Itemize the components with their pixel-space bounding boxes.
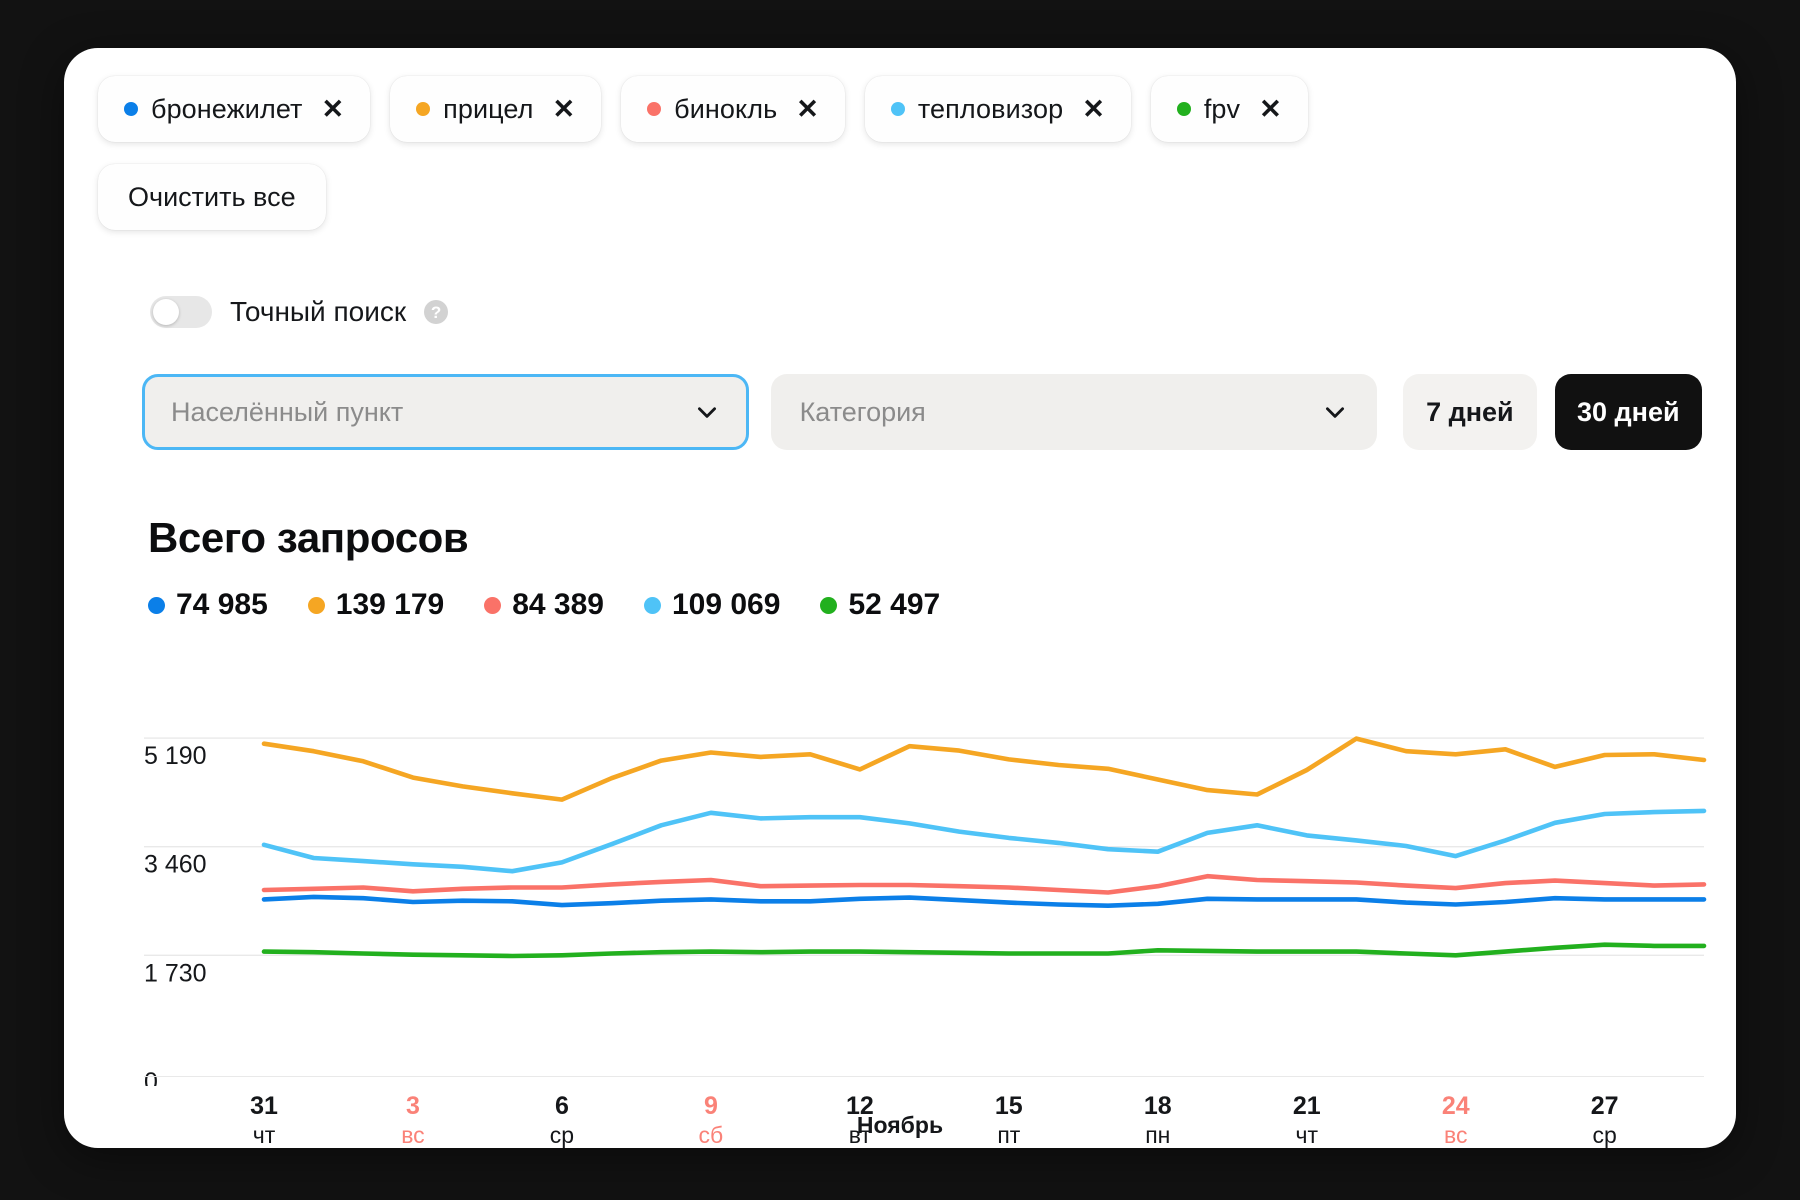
chip-color-dot (1176, 102, 1191, 116)
close-icon[interactable]: ✕ (1259, 93, 1282, 124)
x-axis-weekday: чт (1295, 1121, 1319, 1148)
y-axis-tick-label: 1 730 (144, 959, 207, 987)
y-axis-tick-label: 3 460 (144, 851, 207, 879)
legend-item: 139 179 (307, 588, 445, 622)
legend-value: 139 179 (335, 588, 445, 621)
period-30-days-button[interactable]: 30 дней (1554, 374, 1702, 450)
period-7-days-button[interactable]: 7 дней (1403, 374, 1537, 450)
chart-canvas: 5 190 3 460 1 730 0 (144, 736, 1707, 1086)
series-line-тепловизор (261, 808, 1707, 874)
close-icon[interactable]: ✕ (1082, 93, 1105, 124)
chip-color-dot (890, 102, 905, 116)
chip-fpv[interactable]: fpv ✕ (1150, 76, 1308, 142)
x-axis-day: 6 (554, 1092, 569, 1120)
chip-label: бронежилет (151, 93, 303, 124)
chip-bronezhilet[interactable]: бронежилет ✕ (98, 76, 371, 142)
y-axis-tick-label: 0 (144, 1068, 158, 1086)
x-axis-tick: 15 пт (995, 1092, 1023, 1148)
close-icon[interactable]: ✕ (552, 93, 576, 124)
legend-color-dot (307, 596, 325, 614)
x-axis-day: 3 (406, 1092, 420, 1120)
x-axis-weekday: пт (997, 1121, 1021, 1148)
x-axis-tick: 21 чт (1293, 1092, 1321, 1148)
chip-label: тепловизор (917, 93, 1064, 124)
x-axis-tick: 31 чт (250, 1092, 278, 1148)
filter-chips-row: бронежилет ✕ прицел ✕ бинокль ✕ тепловиз… (86, 62, 1726, 230)
legend-color-dot (820, 596, 838, 614)
legend-item: 109 069 (643, 588, 781, 622)
y-axis-tick-label: 5 190 (144, 742, 207, 770)
legend-value: 74 985 (176, 588, 268, 621)
legend-color-dot (484, 596, 502, 614)
x-axis-tick: 24 вс (1442, 1092, 1470, 1148)
x-axis-day: 21 (1292, 1092, 1321, 1120)
x-axis-weekday: ср (549, 1121, 575, 1148)
category-select[interactable]: Категория (770, 374, 1378, 450)
x-axis-day: 9 (703, 1092, 718, 1120)
chip-color-dot (416, 102, 431, 116)
chip-label: прицел (443, 93, 534, 124)
x-axis-tick: 12 вт (846, 1092, 874, 1148)
legend-item: 84 389 (484, 588, 604, 622)
x-axis-weekday: вс (1443, 1121, 1468, 1148)
legend-value: 109 069 (671, 588, 781, 621)
x-axis-weekday: сб (698, 1121, 724, 1148)
axis-separator (144, 1076, 1704, 1077)
chip-teplovizor[interactable]: тепловизор ✕ (864, 76, 1131, 142)
month-label: Ноябрь (856, 1112, 944, 1138)
x-axis-tick: 6 ср (550, 1092, 574, 1148)
help-icon[interactable]: ? (424, 300, 449, 324)
x-axis-day: 15 (994, 1092, 1023, 1120)
series-line-прицел (261, 736, 1707, 802)
series-line-fpv (261, 942, 1707, 959)
chevron-down-icon (697, 407, 716, 418)
x-axis-day: 18 (1143, 1092, 1172, 1120)
filters-row: Населённый пункт Категория 7 дней 30 дне… (142, 374, 1702, 450)
x-axis: 31 чт 3 вс 6 ср 9 сб 12 вт 15 пт 18 пн 21 чт 24 вс 27 ср (64, 1084, 1736, 1148)
x-axis-tick: 27 ср (1591, 1092, 1619, 1148)
chip-binokl[interactable]: бинокль ✕ (621, 76, 845, 142)
chip-color-dot (647, 102, 662, 116)
analytics-card: бронежилет ✕ прицел ✕ бинокль ✕ тепловиз… (64, 48, 1736, 1148)
exact-search-toggle[interactable] (150, 296, 212, 328)
legend-color-dot (643, 596, 661, 614)
line-chart: 5 190 3 460 1 730 0 (64, 646, 1736, 1086)
x-axis-tick: 9 сб (699, 1092, 724, 1148)
toggle-knob (153, 299, 179, 325)
chip-color-dot (124, 102, 138, 116)
legend-value: 84 389 (512, 588, 604, 621)
exact-search-label: Точный поиск (230, 296, 407, 327)
legend-value: 52 497 (848, 588, 941, 621)
x-axis-tick: 18 пн (1144, 1092, 1172, 1148)
x-axis-weekday: пн (1145, 1121, 1171, 1148)
close-icon[interactable]: ✕ (321, 93, 345, 124)
chip-label: fpv (1203, 93, 1241, 124)
chip-label: бинокль (674, 93, 778, 124)
close-icon[interactable]: ✕ (796, 93, 819, 124)
x-axis-weekday: ср (1592, 1121, 1617, 1148)
series-line-бинокль (261, 873, 1707, 895)
x-axis-day: 27 (1590, 1092, 1619, 1120)
category-placeholder: Категория (799, 396, 926, 427)
x-axis-day: 12 (845, 1092, 874, 1120)
legend-item: 52 497 (820, 588, 940, 622)
series-line-бронежилет (261, 894, 1707, 909)
exact-search-row: Точный поиск ? (150, 296, 449, 328)
x-axis-weekday: вс (401, 1121, 425, 1148)
x-axis-tick: 3 вс (401, 1092, 424, 1148)
legend-color-dot (148, 596, 165, 614)
chip-pritsel[interactable]: прицел ✕ (390, 76, 602, 142)
legend-item: 74 985 (148, 588, 268, 622)
x-axis-weekday: вт (848, 1121, 871, 1148)
x-axis-day: 31 (250, 1092, 278, 1120)
x-axis-weekday: чт (252, 1121, 276, 1148)
chevron-down-icon (1326, 407, 1345, 418)
page-title: Всего запросов (148, 514, 469, 561)
x-axis-day: 24 (1441, 1092, 1470, 1120)
location-select[interactable]: Населённый пункт (142, 374, 749, 450)
chart-legend: 74 985 139 179 84 389 109 069 52 497 (148, 588, 980, 622)
location-placeholder: Населённый пункт (171, 396, 404, 427)
clear-all-button[interactable]: Очистить все (98, 164, 326, 230)
